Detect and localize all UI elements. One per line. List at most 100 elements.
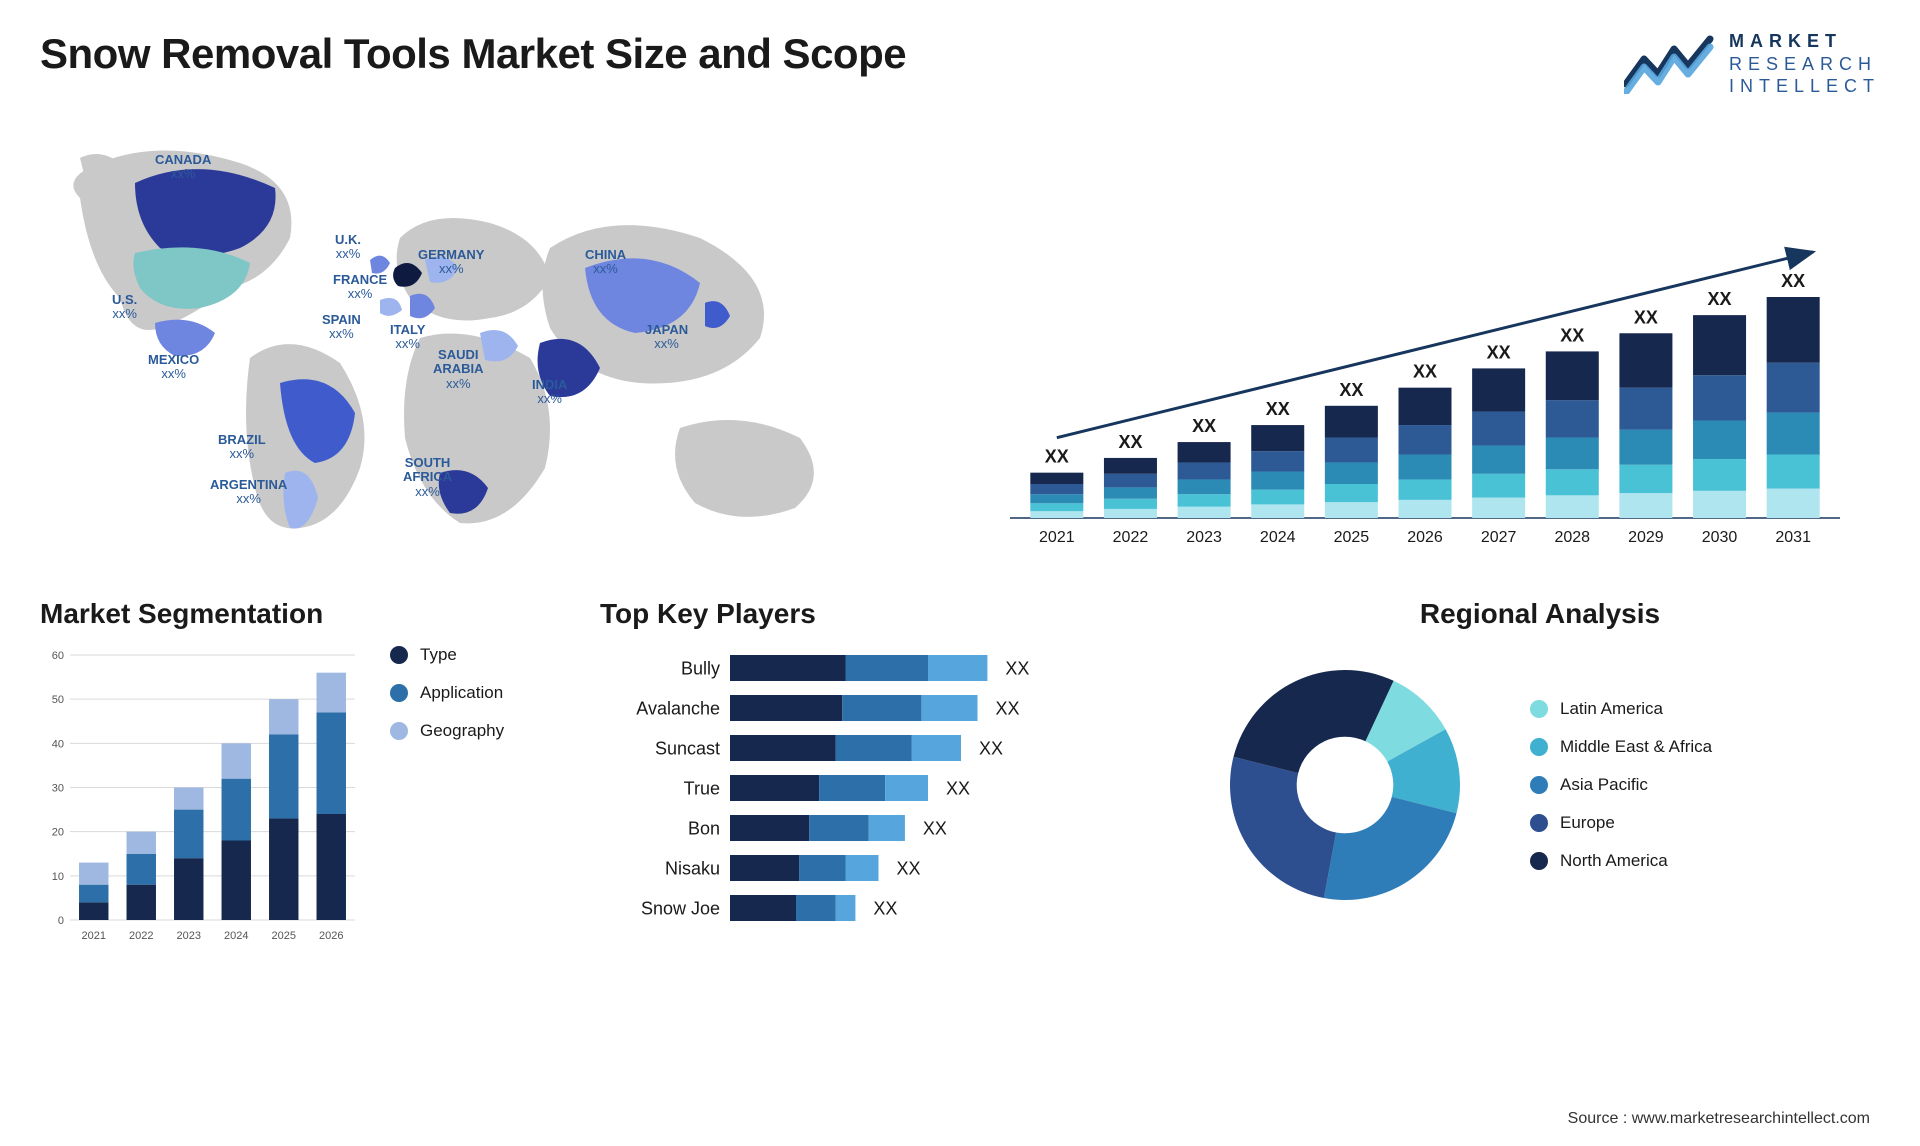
regional-donut-svg [1200,645,1490,925]
map-label: FRANCExx% [333,273,387,303]
svg-text:60: 60 [52,650,64,662]
svg-text:2026: 2026 [1407,529,1443,546]
regional-legend: Latin America Middle East & Africa Asia Pa… [1530,699,1712,871]
legend-swatch [390,684,408,702]
legend-swatch [1530,738,1548,756]
svg-text:20: 20 [52,826,64,838]
svg-text:2030: 2030 [1702,529,1738,546]
legend-label: Application [420,683,503,703]
legend-swatch [390,646,408,664]
legend-item: North America [1530,851,1712,871]
map-label: U.S.xx% [112,293,137,323]
svg-text:2021: 2021 [1039,529,1075,546]
svg-text:XX: XX [1005,658,1029,678]
svg-text:2022: 2022 [1113,529,1149,546]
svg-text:Suncast: Suncast [655,738,720,758]
svg-text:0: 0 [58,915,64,927]
svg-text:XX: XX [996,698,1020,718]
legend-item: Middle East & Africa [1530,737,1712,757]
players-panel: Top Key Players Bully XX Avalanche XX Suncas… [600,598,1160,950]
regional-title: Regional Analysis [1200,598,1880,630]
svg-text:2031: 2031 [1775,529,1811,546]
regional-panel: Regional Analysis Latin America Middle Ea… [1200,598,1880,950]
map-label: GERMANYxx% [418,248,484,278]
map-label: SAUDIARABIAxx% [433,348,484,393]
svg-text:2023: 2023 [1186,529,1222,546]
map-label: INDIAxx% [532,378,567,408]
svg-text:XX: XX [1560,325,1584,345]
svg-text:Nisaku: Nisaku [665,858,720,878]
legend-label: Type [420,645,457,665]
svg-text:2024: 2024 [1260,529,1296,546]
legend-label: North America [1560,851,1668,871]
header: Snow Removal Tools Market Size and Scope… [40,30,1880,98]
segmentation-legend: Type Application Geography [390,645,504,945]
svg-text:XX: XX [1045,446,1069,466]
brand-text: MARKET RESEARCH INTELLECT [1729,30,1880,98]
brand: MARKET RESEARCH INTELLECT [1624,30,1880,98]
legend-swatch [1530,852,1548,870]
map-label: SOUTHAFRICAxx% [403,456,452,501]
growth-chart: XX2021XX2022XX2023XX2024XX2025XX2026XX20… [1010,128,1880,558]
top-row: CANADAxx%U.S.xx%MEXICOxx%BRAZILxx%ARGENT… [40,128,1880,558]
svg-text:XX: XX [1634,307,1658,327]
svg-text:40: 40 [52,738,64,750]
svg-text:Bully: Bully [681,658,720,678]
map-label: MEXICOxx% [148,353,199,383]
svg-text:2022: 2022 [129,930,153,942]
legend-swatch [1530,776,1548,794]
world-map-svg [40,128,960,558]
svg-text:XX: XX [873,898,897,918]
players-title: Top Key Players [600,598,1160,630]
brand-line1: MARKET [1729,30,1880,53]
svg-text:True: True [684,778,720,798]
svg-text:2025: 2025 [272,930,296,942]
svg-text:XX: XX [1781,271,1805,291]
legend-label: Latin America [1560,699,1663,719]
legend-label: Geography [420,721,504,741]
svg-text:50: 50 [52,694,64,706]
legend-item: Latin America [1530,699,1712,719]
segmentation-panel: Market Segmentation 01020304050602021202… [40,598,560,950]
svg-text:XX: XX [923,818,947,838]
legend-item: Geography [390,721,504,741]
svg-text:XX: XX [1118,431,1142,451]
svg-text:XX: XX [1266,399,1290,419]
segmentation-title: Market Segmentation [40,598,560,630]
map-label: JAPANxx% [645,323,688,353]
source-text: Source : www.marketresearchintellect.com [1568,1110,1870,1128]
map-label: BRAZILxx% [218,433,266,463]
svg-text:10: 10 [52,870,64,882]
svg-text:2027: 2027 [1481,529,1517,546]
svg-text:XX: XX [1339,379,1363,399]
svg-text:XX: XX [1708,289,1732,309]
growth-chart-svg: XX2021XX2022XX2023XX2024XX2025XX2026XX20… [1010,128,1840,558]
svg-text:2021: 2021 [82,930,106,942]
brand-line3: INTELLECT [1729,75,1880,98]
legend-label: Middle East & Africa [1560,737,1712,757]
svg-text:XX: XX [946,778,970,798]
legend-swatch [390,722,408,740]
brand-logo-icon [1624,34,1714,94]
svg-text:2026: 2026 [319,930,343,942]
map-label: ARGENTINAxx% [210,478,287,508]
legend-label: Asia Pacific [1560,775,1648,795]
svg-text:XX: XX [1487,342,1511,362]
legend-item: Europe [1530,813,1712,833]
legend-swatch [1530,814,1548,832]
svg-text:Avalanche: Avalanche [636,698,720,718]
legend-item: Application [390,683,504,703]
map-label: ITALYxx% [390,323,425,353]
svg-text:Snow Joe: Snow Joe [641,898,720,918]
svg-text:2024: 2024 [224,930,248,942]
svg-text:Bon: Bon [688,818,720,838]
legend-swatch [1530,700,1548,718]
legend-label: Europe [1560,813,1615,833]
world-map: CANADAxx%U.S.xx%MEXICOxx%BRAZILxx%ARGENT… [40,128,960,558]
map-label: CHINAxx% [585,248,626,278]
svg-text:2028: 2028 [1554,529,1590,546]
svg-text:XX: XX [897,858,921,878]
svg-text:XX: XX [979,738,1003,758]
legend-item: Asia Pacific [1530,775,1712,795]
bottom-row: Market Segmentation 01020304050602021202… [40,598,1880,950]
